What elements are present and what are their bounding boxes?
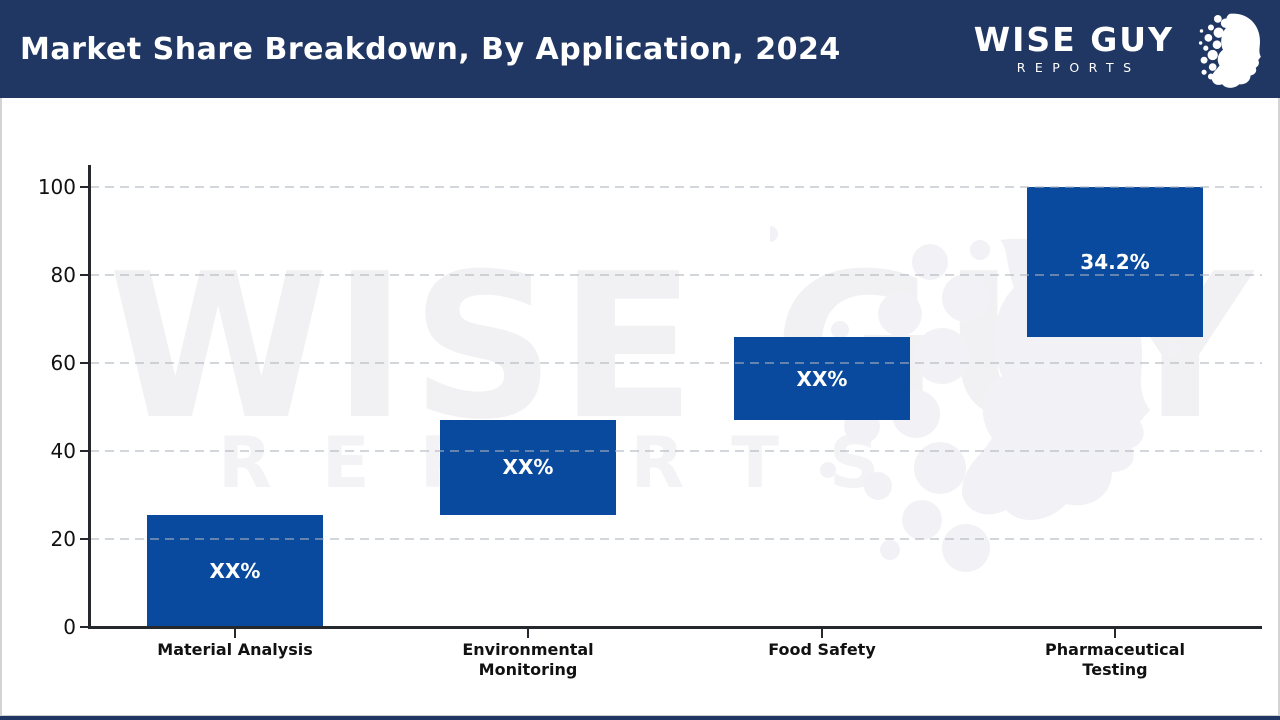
bar: XX% bbox=[734, 337, 910, 420]
bar-value-label: XX% bbox=[796, 366, 848, 391]
page-title: Market Share Breakdown, By Application, … bbox=[20, 31, 841, 67]
gridline bbox=[90, 450, 1262, 452]
brand-logo-text: WISE GUY REPORTS bbox=[974, 23, 1174, 75]
gridline bbox=[90, 186, 1262, 188]
bar: XX% bbox=[147, 514, 323, 627]
gridline bbox=[90, 362, 1262, 364]
category-label: Pharmaceutical Testing bbox=[1045, 640, 1185, 679]
bar: XX% bbox=[440, 419, 616, 515]
brand-logo: WISE GUY REPORTS bbox=[974, 8, 1266, 90]
gridline bbox=[90, 274, 1262, 276]
y-tick bbox=[80, 450, 88, 452]
x-axis-line bbox=[88, 626, 1262, 629]
bottom-border bbox=[0, 715, 1280, 716]
x-tick bbox=[527, 628, 530, 638]
x-tick bbox=[1114, 628, 1117, 638]
bar: 34.2% bbox=[1027, 187, 1203, 338]
y-tick-label: 60 bbox=[50, 351, 76, 375]
left-border bbox=[0, 98, 2, 720]
right-border bbox=[1278, 98, 1280, 720]
y-tick bbox=[80, 274, 88, 276]
footer-strip bbox=[0, 716, 1280, 720]
y-tick bbox=[80, 538, 88, 540]
bar-value-label: 34.2% bbox=[1080, 250, 1150, 275]
y-tick-label: 100 bbox=[37, 175, 76, 199]
x-tick bbox=[233, 628, 236, 638]
y-tick-label: 40 bbox=[50, 439, 76, 463]
y-tick-label: 0 bbox=[63, 615, 76, 639]
y-tick-label: 80 bbox=[50, 263, 76, 287]
brand-face-icon bbox=[1198, 13, 1261, 88]
gridline bbox=[90, 538, 1262, 540]
y-tick bbox=[80, 626, 88, 628]
x-tick bbox=[820, 628, 823, 638]
bar-value-label: XX% bbox=[502, 455, 554, 480]
y-tick bbox=[80, 186, 88, 188]
category-label: Environmental Monitoring bbox=[462, 640, 594, 679]
brand-wordmark-sub: REPORTS bbox=[1016, 59, 1141, 75]
y-axis-line bbox=[88, 165, 91, 629]
header: Market Share Breakdown, By Application, … bbox=[0, 0, 1280, 98]
category-label: Food Safety bbox=[768, 640, 876, 659]
y-tick-label: 20 bbox=[50, 527, 76, 551]
brand-wordmark: WISE GUY bbox=[973, 20, 1174, 60]
bar-value-label: XX% bbox=[209, 558, 261, 583]
y-tick bbox=[80, 362, 88, 364]
category-label: Material Analysis bbox=[157, 640, 313, 659]
